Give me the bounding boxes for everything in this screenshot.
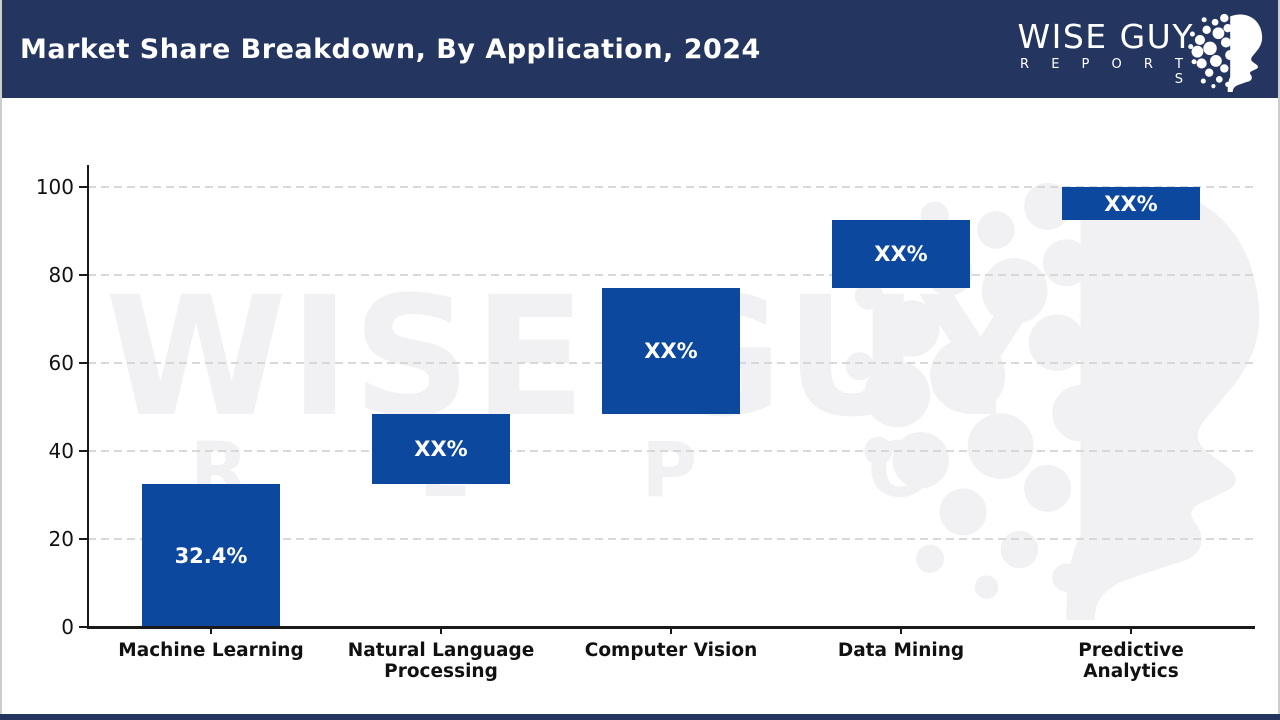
bar-value-label: XX%	[874, 242, 928, 267]
footer-bar	[0, 714, 1280, 720]
y-tick-80	[79, 274, 87, 277]
x-category-label: Predictive Analytics	[1078, 640, 1184, 683]
x-tick	[669, 627, 673, 634]
logo-wordmark: WISE GUY	[1017, 17, 1194, 56]
watermark-wordmark: WISE GUY	[105, 261, 1043, 453]
y-tick-100	[79, 186, 87, 189]
bar-value-label: 32.4%	[174, 543, 248, 568]
y-axis-line	[86, 165, 89, 629]
bar-value-label: XX%	[414, 437, 468, 462]
x-tick	[899, 627, 903, 634]
logo-text: WISE GUY R E P O R T S	[1012, 17, 1194, 87]
y-tick-40	[79, 450, 87, 453]
bar-segment: XX%	[602, 288, 740, 415]
x-category-label: Machine Learning	[118, 640, 304, 661]
y-tick-label-0: 0	[61, 615, 74, 639]
bar-segment: XX%	[1062, 187, 1200, 221]
chart-title: Market Share Breakdown, By Application, …	[20, 33, 761, 65]
bar-segment: 32.4%	[142, 484, 280, 627]
watermark-reports-text: R E P O R T S	[190, 425, 1280, 514]
x-tick	[209, 627, 213, 634]
bar-value-label: XX%	[644, 339, 698, 364]
x-category-label: Natural Language Processing	[347, 640, 535, 683]
gridline-100	[88, 186, 1255, 188]
y-tick-60	[79, 362, 87, 365]
logo-head-icon	[1188, 13, 1263, 92]
x-tick	[439, 627, 443, 634]
x-category-label: Data Mining	[837, 640, 965, 661]
wise-guy-reports-logo: WISE GUY R E P O R T S	[1012, 6, 1263, 94]
y-tick-label-40: 40	[48, 439, 74, 463]
header-bar: Market Share Breakdown, By Application, …	[0, 0, 1280, 98]
gridline-20	[88, 538, 1255, 540]
x-tick	[1129, 627, 1133, 634]
y-tick-label-100: 100	[35, 175, 74, 199]
bar-value-label: XX%	[1104, 191, 1158, 216]
y-tick-label-20: 20	[48, 527, 74, 551]
y-tick-20	[79, 538, 87, 541]
bar-segment: XX%	[372, 414, 510, 485]
logo-reports-text: R E P O R T S	[1020, 56, 1192, 87]
y-tick-label-60: 60	[48, 351, 74, 375]
gridline-40	[88, 450, 1255, 452]
gridline-80	[88, 274, 1255, 276]
y-tick-label-80: 80	[48, 263, 74, 287]
x-category-label: Computer Vision	[584, 640, 758, 661]
bar-segment: XX%	[832, 220, 970, 289]
y-tick-0	[79, 626, 87, 629]
